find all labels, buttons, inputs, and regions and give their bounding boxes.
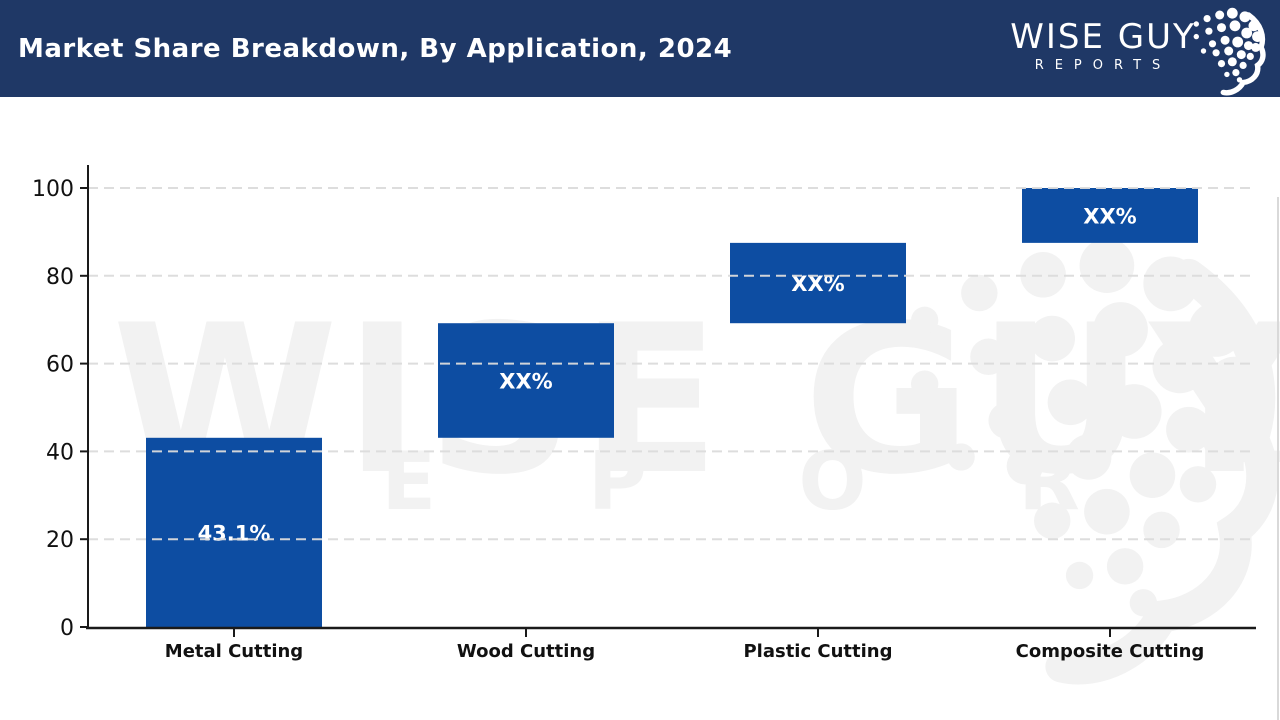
bar-value-label: XX% — [499, 370, 552, 394]
waterfall-bar-composite-cutting — [1022, 188, 1198, 243]
waterfall-bar-plastic-cutting — [730, 242, 906, 324]
y-tick-label: 100 — [32, 177, 74, 202]
watermark-face — [911, 238, 1279, 685]
chart-area: WISE GUY R E P O R T S 43.1%XX%XX%XX%020… — [0, 97, 1280, 720]
y-tick-label: 0 — [60, 616, 74, 641]
y-tick-label: 80 — [46, 265, 74, 290]
image-border-right — [1277, 197, 1279, 720]
y-tick-label: 40 — [46, 440, 74, 465]
wise-guy-logo: WISE GUY REPORTS — [1008, 4, 1268, 96]
y-tick-label: 60 — [46, 353, 74, 378]
page-title: Market Share Breakdown, By Application, … — [18, 33, 733, 64]
x-category-label: Wood Cutting — [457, 641, 595, 662]
waterfall-bar-wood-cutting — [438, 323, 614, 438]
waterfall-bar-metal-cutting — [146, 437, 322, 627]
logo-wordmark: WISE GUY — [1010, 17, 1196, 57]
bar-value-label: 43.1% — [198, 521, 271, 545]
logo-text: WISE GUY REPORTS — [1008, 20, 1198, 73]
logo-subtitle: REPORTS — [1034, 58, 1172, 73]
bar-value-label: XX% — [1083, 204, 1136, 228]
x-category-label: Plastic Cutting — [743, 641, 892, 662]
y-tick-label: 20 — [46, 528, 74, 553]
header-bar: Market Share Breakdown, By Application, … — [0, 0, 1280, 97]
logo-face-icon — [1193, 7, 1266, 96]
x-category-label: Composite Cutting — [1016, 641, 1205, 662]
x-category-label: Metal Cutting — [165, 641, 303, 662]
